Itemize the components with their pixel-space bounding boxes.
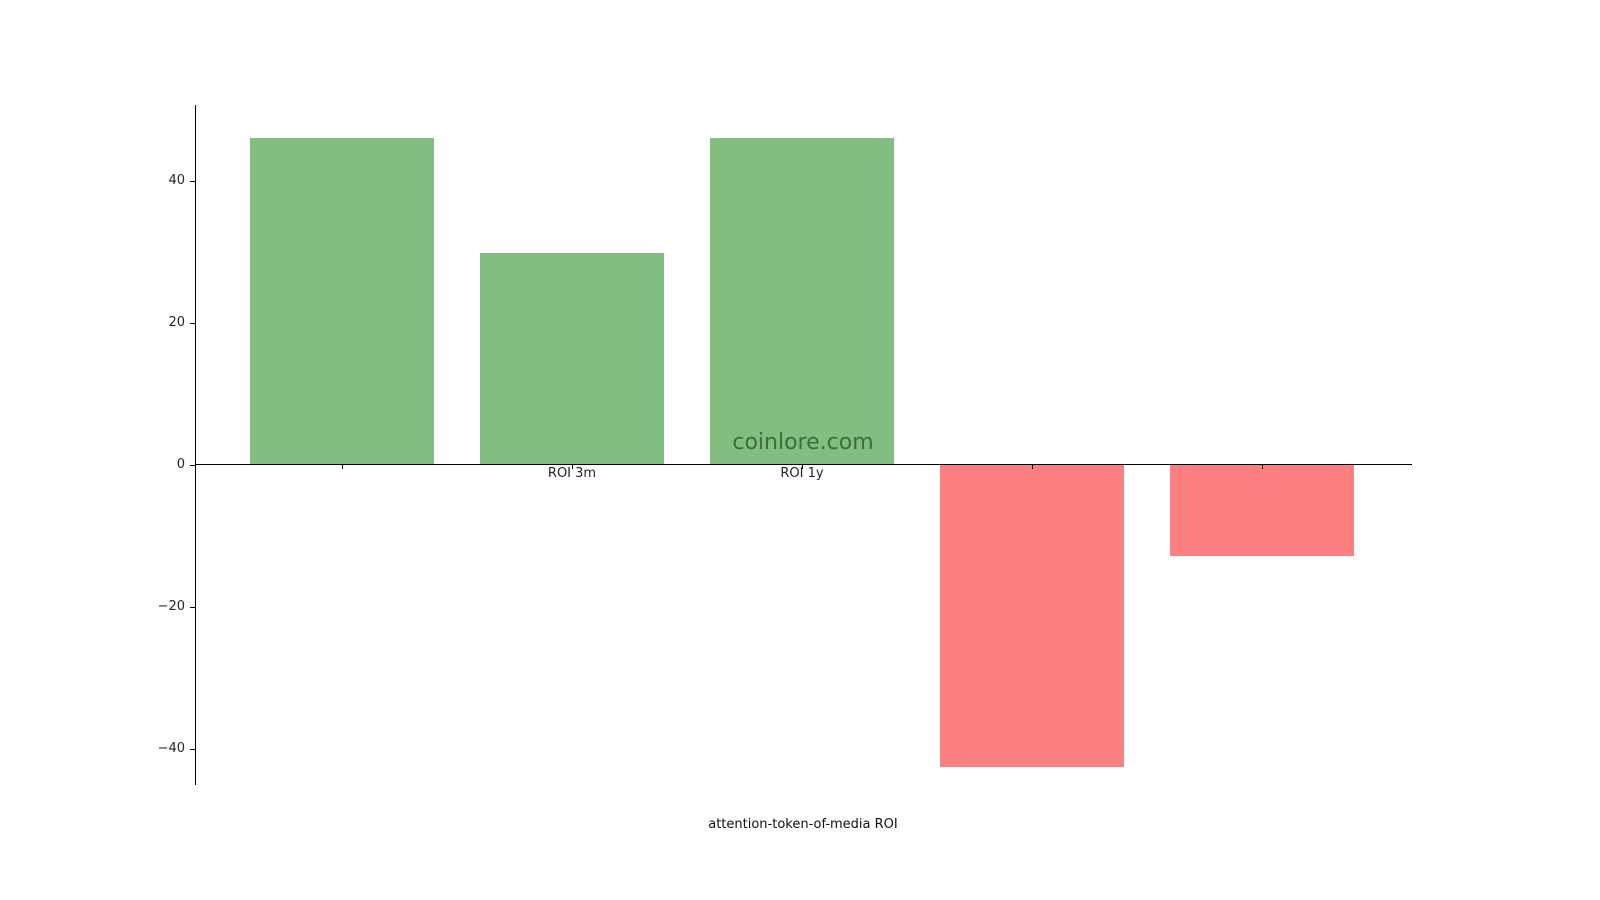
x-axis-line xyxy=(195,464,1412,465)
negative-roi-bar xyxy=(1170,465,1354,556)
x-tick-label: ROI 3m xyxy=(547,466,597,481)
y-tick-label: −40 xyxy=(157,741,185,756)
y-tick-mark xyxy=(190,464,195,466)
x-tick-mark xyxy=(571,465,573,469)
y-tick-label: 0 xyxy=(176,457,185,472)
y-axis-line xyxy=(195,105,196,785)
x-tick-mark xyxy=(341,465,343,469)
y-tick-mark xyxy=(190,748,195,750)
x-tick-mark xyxy=(1031,465,1033,469)
positive-roi-bar xyxy=(250,138,434,465)
watermark-text: coinlore.com xyxy=(732,430,874,455)
y-tick-label: −20 xyxy=(157,599,185,614)
positive-roi-bar xyxy=(480,252,664,465)
x-tick-mark xyxy=(1261,465,1263,469)
y-tick-mark xyxy=(190,606,195,608)
positive-roi-bar xyxy=(710,138,894,465)
y-tick-label: 20 xyxy=(168,315,185,330)
x-tick-label: ROI 1y xyxy=(780,466,824,481)
chart-title: attention-token-of-media ROI xyxy=(708,817,898,832)
negative-roi-bar xyxy=(940,465,1124,767)
y-tick-mark xyxy=(190,180,195,182)
x-tick-mark xyxy=(801,465,803,469)
y-tick-mark xyxy=(190,322,195,324)
y-tick-label: 40 xyxy=(168,173,185,188)
